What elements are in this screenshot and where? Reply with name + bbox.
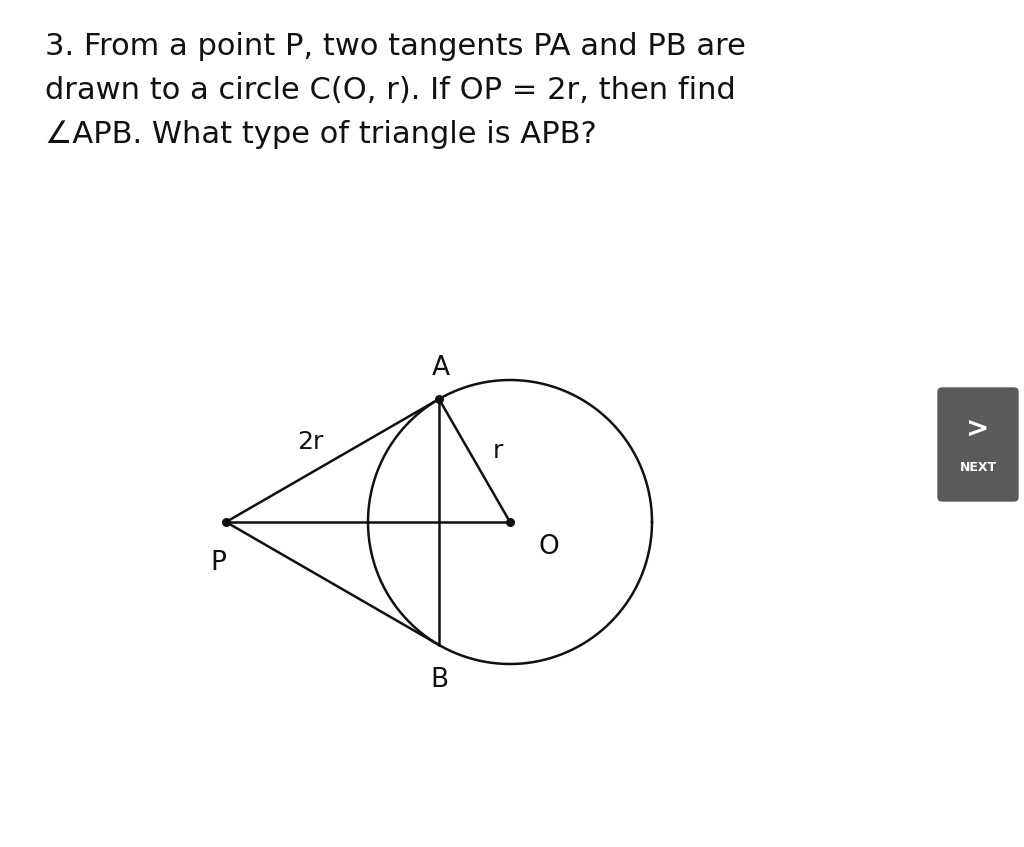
Text: >: > [967, 415, 989, 443]
Text: NEXT: NEXT [959, 461, 996, 474]
Text: B: B [430, 667, 449, 693]
FancyBboxPatch shape [938, 388, 1018, 501]
Text: 2r: 2r [297, 430, 324, 454]
Text: P: P [210, 550, 226, 576]
Text: 3. From a point P, two tangents PA and PB are
drawn to a circle C(O, r). If OP =: 3. From a point P, two tangents PA and P… [45, 32, 745, 149]
Text: O: O [538, 534, 559, 560]
Text: r: r [493, 439, 503, 462]
Text: A: A [432, 355, 450, 381]
